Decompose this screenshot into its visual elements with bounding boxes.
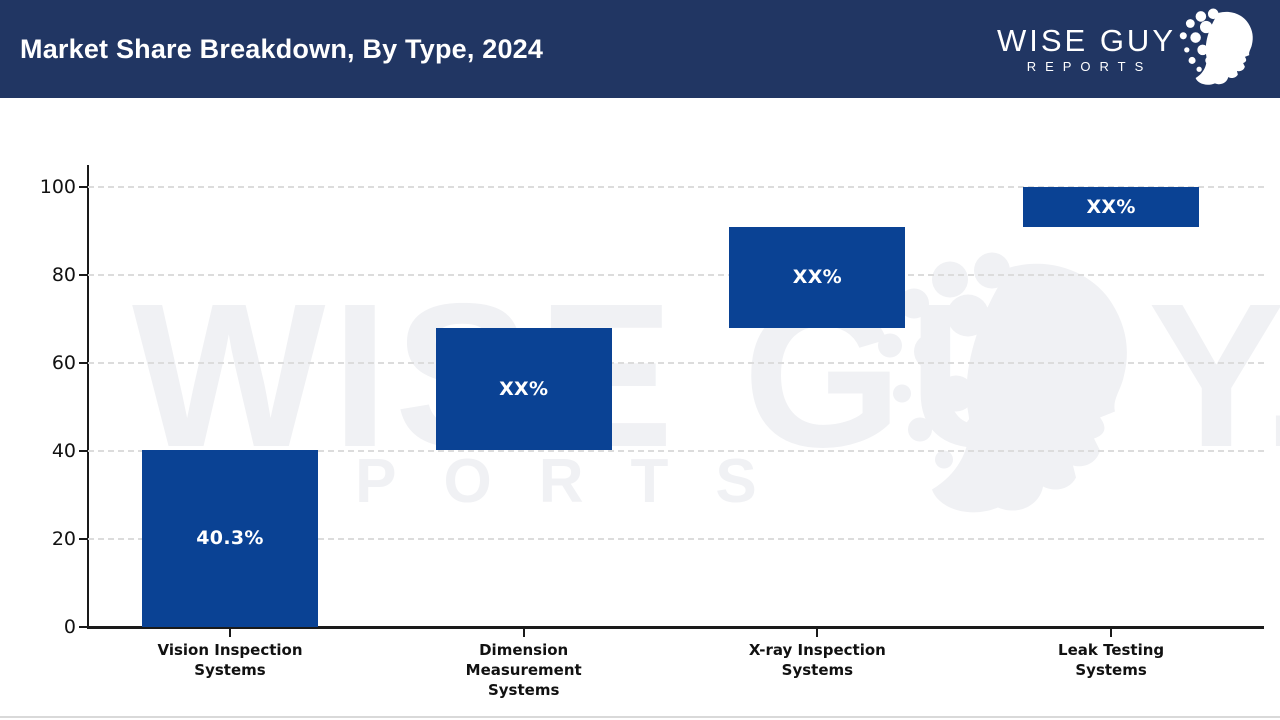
x-axis bbox=[87, 626, 1264, 629]
gridline-20 bbox=[88, 538, 1264, 540]
y-tick-label: 20 bbox=[51, 528, 76, 550]
page-title: Market Share Breakdown, By Type, 2024 bbox=[20, 33, 544, 64]
bar-segment: 40.3% bbox=[142, 449, 318, 627]
y-tick-label: 0 bbox=[63, 616, 76, 638]
y-tick-80 bbox=[79, 274, 88, 276]
brand-logo: WISE GUY REPORTS bbox=[997, 7, 1266, 91]
x-tick bbox=[229, 629, 231, 637]
bar-segment: XX% bbox=[435, 327, 612, 450]
y-tick-100 bbox=[79, 186, 88, 188]
gridline-100 bbox=[88, 186, 1264, 188]
bar-value-label: XX% bbox=[1086, 195, 1136, 218]
bar-segment: XX% bbox=[729, 226, 906, 328]
x-tick bbox=[1110, 629, 1113, 637]
y-axis bbox=[87, 165, 89, 629]
x-category-label: Vision Inspection Systems bbox=[157, 641, 303, 679]
x-category-label: X-ray Inspection Systems bbox=[748, 641, 886, 679]
bottom-divider bbox=[0, 716, 1280, 718]
y-tick-0 bbox=[79, 626, 88, 628]
watermark-head-icon bbox=[878, 252, 1127, 513]
y-tick-label: 80 bbox=[51, 264, 76, 286]
y-tick-60 bbox=[79, 362, 88, 364]
gridline-80 bbox=[88, 274, 1264, 276]
logo-subtext: REPORTS bbox=[1026, 59, 1153, 74]
x-tick bbox=[816, 629, 819, 637]
gridline-40 bbox=[88, 450, 1264, 452]
plot-area: WISE GU Y. REPORTS 02040608010040.3%Visi… bbox=[0, 98, 1280, 720]
y-tick-20 bbox=[79, 538, 88, 540]
bar-value-label: 40.3% bbox=[196, 527, 264, 550]
y-tick-label: 40 bbox=[51, 440, 76, 462]
logo-wordmark-block: WISE GUY REPORTS bbox=[997, 25, 1176, 73]
bar-value-label: XX% bbox=[499, 377, 549, 400]
y-tick-label: 60 bbox=[51, 352, 76, 374]
gridline-60 bbox=[88, 362, 1264, 364]
y-tick-label: 100 bbox=[39, 176, 76, 198]
logo-head-icon bbox=[1179, 8, 1253, 85]
y-tick-40 bbox=[79, 450, 88, 452]
bar-value-label: XX% bbox=[792, 266, 843, 289]
logo-wordmark: WISE GUY bbox=[996, 23, 1176, 58]
header-bar: Market Share Breakdown, By Type, 2024 WI… bbox=[0, 0, 1280, 98]
bar-segment: XX% bbox=[1023, 187, 1200, 227]
x-category-label: Leak Testing Systems bbox=[1058, 641, 1165, 679]
x-category-label: Dimension Measurement Systems bbox=[465, 641, 582, 699]
x-tick bbox=[522, 629, 525, 637]
